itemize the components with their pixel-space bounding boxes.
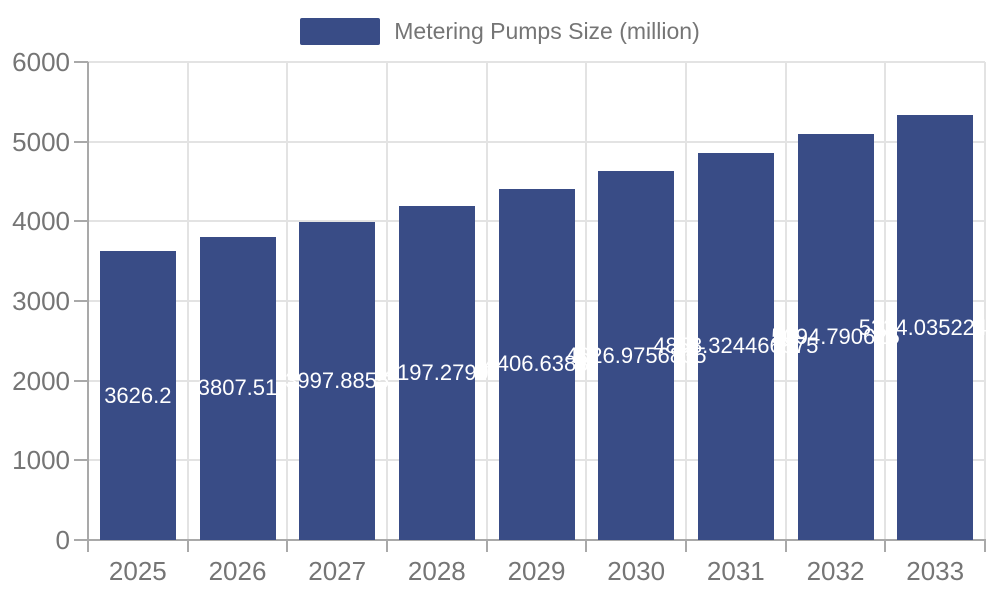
bar: [199, 236, 276, 540]
gridline-vertical: [784, 62, 787, 540]
gridline-vertical: [386, 62, 388, 540]
y-tick-label: 6000: [12, 47, 70, 77]
bar-value-label: 4858.324466875: [653, 333, 819, 359]
x-axis-tick: [87, 540, 89, 552]
x-tick-label: 2028: [407, 556, 466, 586]
bar-value-label: 4197.2799: [384, 359, 489, 385]
bar: [897, 115, 974, 540]
x-axis-tick: [386, 540, 388, 552]
bar: [299, 221, 376, 540]
y-axis-tick: [74, 300, 88, 302]
x-axis-tick: [984, 540, 986, 552]
x-tick-label: 2033: [906, 556, 965, 586]
y-axis-tick: [74, 220, 88, 223]
y-axis-tick: [74, 61, 88, 63]
bar: [797, 134, 874, 540]
x-tick-label: 2029: [507, 556, 566, 586]
gridline-horizontal: [88, 61, 985, 63]
x-tick-label: 2032: [806, 556, 865, 586]
legend-item[interactable]: Metering Pumps Size (million): [0, 16, 1000, 46]
bar-value-label: 3997.8855: [285, 367, 390, 393]
legend-label: Metering Pumps Size (million): [394, 17, 700, 44]
y-tick-label: 3000: [12, 286, 70, 316]
x-axis-tick: [286, 540, 289, 552]
x-axis-tick: [784, 540, 787, 552]
x-tick-label: 2030: [607, 556, 666, 586]
bar-value-label: 4406.6388: [484, 351, 589, 377]
y-tick-label: 2000: [12, 365, 70, 396]
gridline-vertical: [286, 62, 289, 540]
y-axis-tick: [74, 379, 88, 382]
gridline-vertical: [485, 62, 488, 540]
x-axis-line: [87, 539, 986, 541]
y-tick-label: 0: [55, 525, 70, 555]
bar: [99, 251, 176, 540]
y-tick-label: 4000: [12, 206, 70, 237]
legend-swatch: [300, 17, 381, 45]
x-tick-label: 2027: [308, 556, 367, 586]
y-tick-label: 5000: [12, 126, 70, 157]
x-axis-tick: [585, 540, 588, 552]
y-axis-tick: [74, 140, 88, 143]
bar-value-label: 3807.51: [197, 375, 278, 401]
gridline-vertical: [984, 62, 986, 540]
x-tick-label: 2031: [706, 556, 765, 586]
gridline-vertical: [186, 62, 189, 540]
bar-value-label: 5094.790625: [771, 324, 900, 350]
y-tick-label: 1000: [12, 445, 70, 476]
x-tick-label: 2026: [208, 556, 267, 586]
gridline-vertical: [884, 62, 887, 540]
y-axis-line: [87, 62, 89, 541]
bar: [398, 205, 475, 540]
y-axis-tick: [74, 539, 88, 541]
bar-value-label: 4626.9756835: [565, 342, 707, 368]
gridline-horizontal: [88, 140, 985, 143]
bar: [598, 171, 675, 540]
x-axis-tick: [186, 540, 189, 552]
gridline-vertical: [685, 62, 687, 540]
x-axis-tick: [485, 540, 488, 552]
bar: [697, 152, 774, 540]
bar-value-label: 3626.2: [104, 382, 172, 408]
y-axis-tick: [74, 459, 88, 462]
gridline-vertical: [585, 62, 588, 540]
x-axis-tick: [685, 540, 687, 552]
x-axis-tick: [884, 540, 887, 552]
bar: [498, 188, 575, 540]
bar-value-label: 5334.03522487: [858, 314, 1000, 340]
x-tick-label: 2025: [108, 556, 167, 586]
